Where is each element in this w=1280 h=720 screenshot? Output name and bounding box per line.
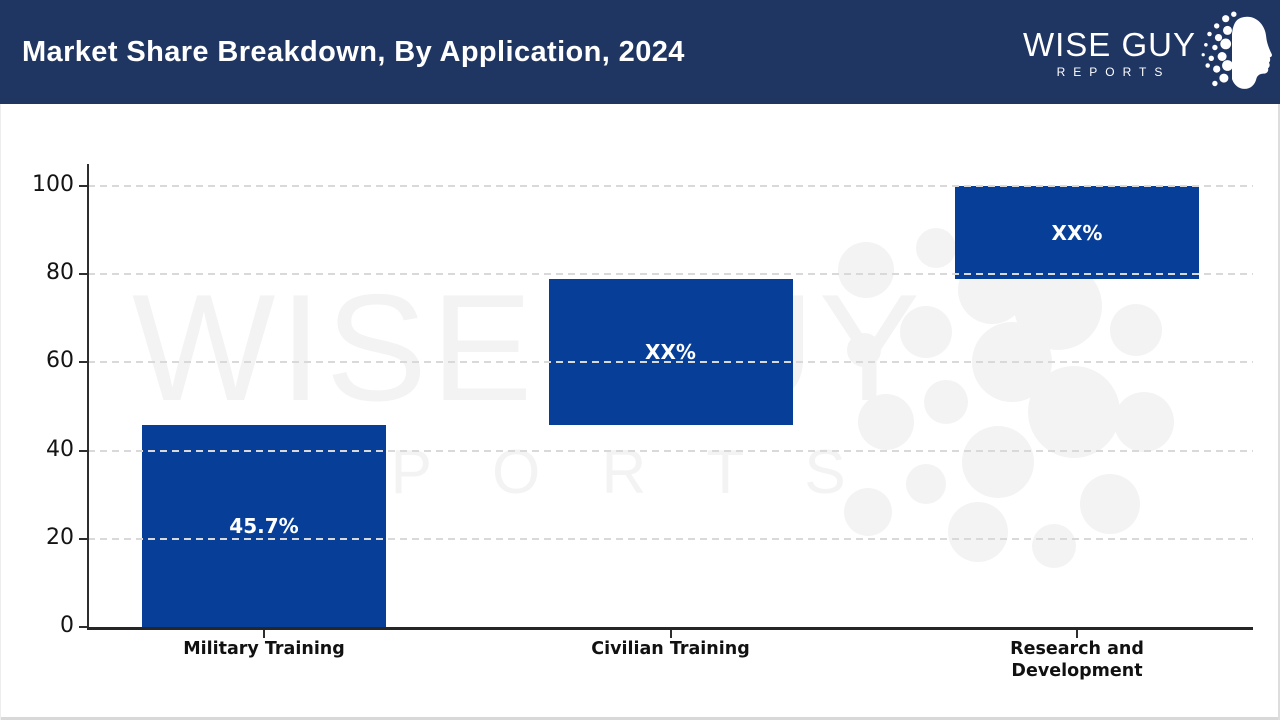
y-gridline: [88, 449, 1253, 452]
bar-value-label: 45.7%: [229, 514, 299, 539]
y-tick-label: 0: [60, 613, 74, 638]
y-tick-label: 40: [46, 436, 74, 462]
x-axis-spine: [87, 627, 1253, 630]
bar-segment: [142, 425, 386, 627]
x-tick-label: Research and Development: [1010, 639, 1144, 681]
logo-text: WISE GUY REPORTS: [1023, 26, 1196, 79]
y-gridline: [88, 185, 1253, 187]
y-tick-mark: [79, 361, 87, 364]
y-gridline: [88, 361, 1253, 364]
page-title: Market Share Breakdown, By Application, …: [22, 35, 685, 68]
page-right-border: [1278, 104, 1280, 720]
bar-value-label: XX%: [645, 340, 696, 365]
y-tick-mark: [79, 626, 87, 628]
y-tick-label: 20: [46, 524, 74, 550]
y-tick-mark: [79, 537, 87, 540]
y-gridline: [88, 537, 1253, 540]
y-tick-label: 100: [32, 172, 74, 197]
page-left-border: [0, 104, 1, 720]
logo-wordmark: WISE GUY: [1022, 25, 1196, 63]
bar-segment: [548, 279, 793, 426]
logo-subtitle: REPORTS: [1056, 64, 1171, 79]
bar-value-label: XX%: [1051, 220, 1103, 245]
y-tick-mark: [79, 273, 87, 276]
logo-face-icon: [1201, 11, 1272, 89]
x-tick-label: Civilian Training: [591, 639, 750, 659]
x-tick-label: Military Training: [183, 639, 345, 659]
y-tick-mark: [79, 449, 87, 452]
y-axis-spine: [87, 164, 89, 630]
page-bottom-border: [0, 717, 1280, 720]
x-tick-mark: [669, 630, 672, 638]
y-tick-label: 80: [46, 260, 74, 286]
header-bar: Market Share Breakdown, By Application, …: [0, 0, 1280, 104]
x-tick-mark: [263, 630, 265, 638]
y-gridline: [88, 273, 1253, 276]
y-tick-mark: [79, 185, 87, 187]
y-tick-label: 60: [46, 348, 74, 374]
wise-guy-reports-logo: WISE GUY REPORTS: [1023, 6, 1274, 98]
x-tick-mark: [1076, 630, 1078, 638]
